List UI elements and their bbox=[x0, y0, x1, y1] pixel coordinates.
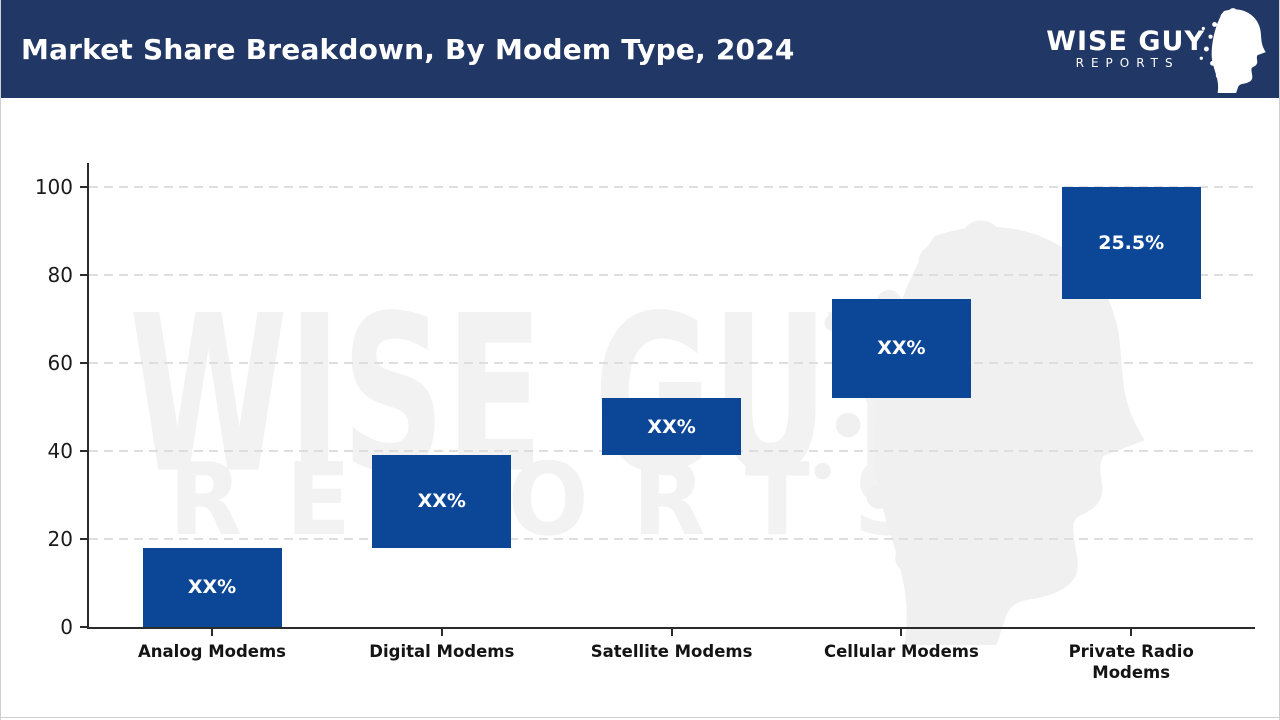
gridline-20 bbox=[89, 537, 1255, 540]
x-axis-tick bbox=[440, 629, 443, 636]
y-axis-tick bbox=[80, 537, 87, 540]
y-axis-tick-label: 100 bbox=[34, 174, 73, 199]
x-category-label: Digital Modems bbox=[369, 642, 515, 661]
y-axis-line bbox=[87, 163, 89, 627]
watermark-brand-text: WISE GUY bbox=[129, 269, 934, 522]
wiseguy-logo: WISE GUY REPORTS bbox=[1046, 5, 1273, 93]
bar-value-label: 25.5% bbox=[1098, 231, 1165, 254]
x-category-label: Satellite Modems bbox=[590, 642, 753, 661]
wiseguy-logo-text: WISE GUY REPORTS bbox=[1046, 25, 1205, 71]
bar-value-label: XX% bbox=[187, 576, 237, 599]
bar-segment: XX% bbox=[831, 298, 971, 398]
y-axis-tick bbox=[80, 361, 87, 364]
gridline-100 bbox=[89, 185, 1255, 188]
bar-segment: 25.5% bbox=[1061, 186, 1201, 299]
bar-value-label: XX% bbox=[647, 415, 696, 438]
bar-value-label: XX% bbox=[417, 490, 466, 513]
dotted-head-icon bbox=[1199, 8, 1266, 93]
gridline-60 bbox=[89, 361, 1255, 364]
x-category-label: Private Radio Modems bbox=[1068, 642, 1194, 683]
x-axis-tick bbox=[900, 629, 903, 636]
bar-value-label: XX% bbox=[877, 337, 926, 360]
x-axis-tick bbox=[670, 629, 673, 636]
y-axis-tick-label: 80 bbox=[47, 262, 73, 287]
bar-segment: XX% bbox=[142, 547, 282, 627]
watermark-brand-sub: REPORTS bbox=[169, 441, 966, 558]
logo-brand-sub: REPORTS bbox=[1075, 55, 1180, 70]
gridline-80 bbox=[89, 273, 1255, 276]
chart-title: Market Share Breakdown, By Modem Type, 2… bbox=[21, 32, 795, 66]
logo-brand-name: WISE GUY bbox=[1046, 25, 1205, 57]
x-axis-tick bbox=[211, 629, 213, 636]
bar-segment: XX% bbox=[602, 397, 742, 456]
y-axis-tick bbox=[80, 185, 87, 188]
y-axis-tick-label: 60 bbox=[47, 350, 73, 375]
x-category-label: Cellular Modems bbox=[823, 642, 979, 661]
y-axis-tick-label: 20 bbox=[47, 526, 73, 551]
x-axis-tick bbox=[1130, 629, 1133, 636]
y-axis-tick-label: 40 bbox=[47, 438, 73, 463]
x-axis-line bbox=[87, 627, 1255, 629]
report-header: Market Share Breakdown, By Modem Type, 2… bbox=[1, 0, 1279, 98]
y-axis-tick bbox=[80, 449, 87, 452]
y-axis-tick bbox=[80, 273, 87, 276]
bar-segment: XX% bbox=[372, 455, 512, 548]
y-axis-tick bbox=[80, 626, 87, 628]
x-category-label: Analog Modems bbox=[138, 642, 286, 661]
y-axis-tick-label: 0 bbox=[60, 615, 73, 639]
